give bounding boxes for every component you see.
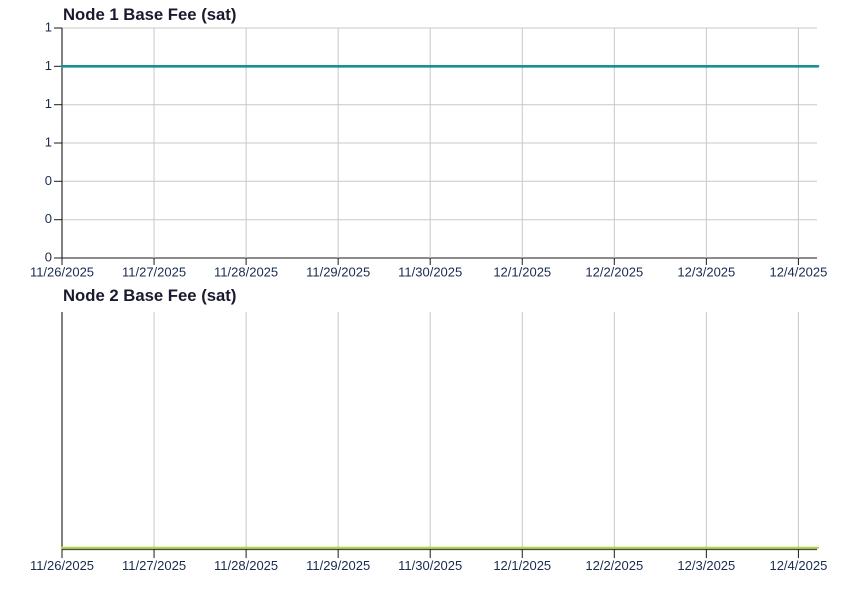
svg-text:0: 0: [45, 173, 52, 188]
svg-text:11/29/2025: 11/29/2025: [306, 265, 370, 280]
svg-text:11/28/2025: 11/28/2025: [214, 265, 278, 280]
svg-text:11/27/2025: 11/27/2025: [122, 558, 186, 573]
svg-text:1: 1: [45, 20, 52, 35]
svg-text:11/26/2025: 11/26/2025: [30, 265, 94, 280]
svg-text:12/3/2025: 12/3/2025: [677, 558, 735, 573]
svg-text:Node 2 Base Fee (sat): Node 2 Base Fee (sat): [63, 286, 236, 305]
svg-text:0: 0: [45, 250, 52, 265]
svg-text:11/27/2025: 11/27/2025: [122, 265, 186, 280]
svg-text:11/29/2025: 11/29/2025: [306, 558, 370, 573]
svg-text:11/30/2025: 11/30/2025: [398, 558, 462, 573]
svg-text:11/26/2025: 11/26/2025: [30, 558, 94, 573]
svg-text:1: 1: [45, 135, 52, 150]
svg-text:0: 0: [45, 211, 52, 226]
svg-text:12/1/2025: 12/1/2025: [493, 265, 551, 280]
svg-text:12/2/2025: 12/2/2025: [585, 265, 643, 280]
svg-text:11/28/2025: 11/28/2025: [214, 558, 278, 573]
svg-text:12/1/2025: 12/1/2025: [493, 558, 551, 573]
svg-text:12/2/2025: 12/2/2025: [585, 558, 643, 573]
svg-text:1: 1: [45, 58, 52, 73]
svg-text:1: 1: [45, 96, 52, 111]
svg-text:12/3/2025: 12/3/2025: [677, 265, 735, 280]
svg-text:12/4/2025: 12/4/2025: [769, 265, 827, 280]
svg-text:Node 1 Base Fee (sat): Node 1 Base Fee (sat): [63, 5, 236, 24]
svg-text:12/4/2025: 12/4/2025: [769, 558, 827, 573]
svg-text:11/30/2025: 11/30/2025: [398, 265, 462, 280]
